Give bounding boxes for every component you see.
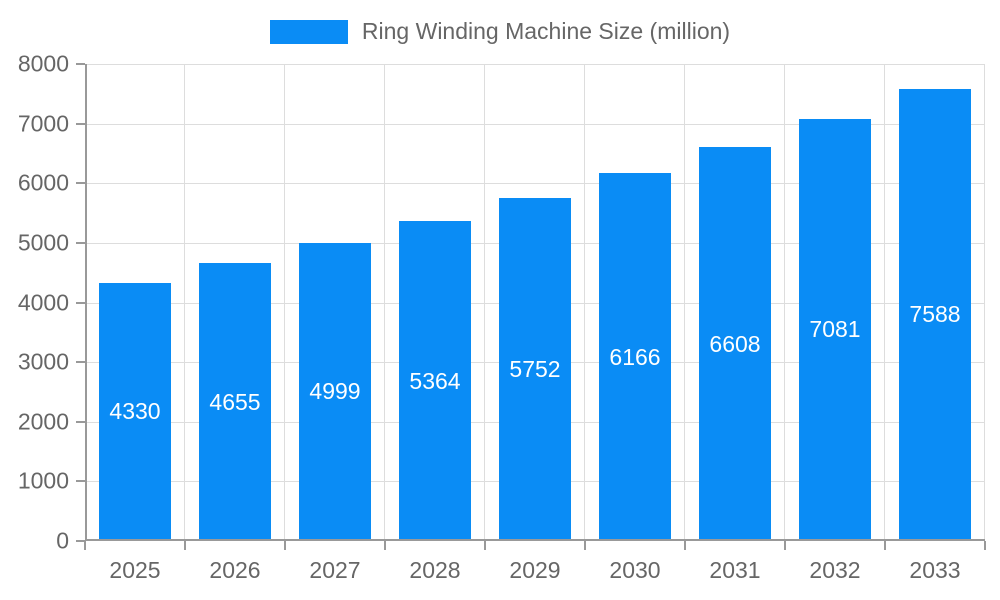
x-axis-label: 2030 xyxy=(609,557,661,583)
bar[interactable]: 4999 xyxy=(299,242,371,541)
bar-value-label: 5752 xyxy=(509,356,561,383)
bar[interactable]: 6608 xyxy=(699,147,771,541)
x-axis-label: 2029 xyxy=(509,557,561,583)
y-axis-tick xyxy=(76,361,85,364)
x-axis-tick xyxy=(784,541,786,550)
bar[interactable]: 4330 xyxy=(99,282,171,541)
bar-value-label: 4330 xyxy=(109,398,161,425)
y-axis-tick xyxy=(76,480,85,483)
bar[interactable]: 7588 xyxy=(899,88,971,541)
y-axis-tick xyxy=(76,182,85,185)
y-axis-tick xyxy=(76,63,85,65)
y-axis-label: 4000 xyxy=(17,289,69,315)
y-axis-line xyxy=(85,64,87,541)
bar-value-label: 4999 xyxy=(309,378,361,405)
gridline-vertical xyxy=(984,64,985,541)
x-axis-label: 2025 xyxy=(109,557,161,583)
bar-value-label: 6166 xyxy=(609,343,661,370)
x-axis-tick xyxy=(884,541,886,550)
y-axis-label: 8000 xyxy=(17,50,69,77)
bar[interactable]: 5364 xyxy=(399,221,471,541)
x-axis-label: 2031 xyxy=(709,557,761,583)
gridline-vertical xyxy=(284,64,285,541)
x-axis-tick xyxy=(484,541,486,550)
y-axis-tick xyxy=(76,122,85,125)
bar-value-label: 5364 xyxy=(409,367,461,394)
y-axis-label: 5000 xyxy=(17,229,69,256)
gridline-vertical xyxy=(384,64,385,541)
x-axis-tick xyxy=(584,541,586,550)
x-axis-label: 2033 xyxy=(909,557,961,583)
x-axis-tick xyxy=(284,541,286,550)
gridline-horizontal xyxy=(85,183,985,185)
gridline-vertical xyxy=(784,64,785,541)
legend[interactable]: Ring Winding Machine Size (million) xyxy=(0,18,1000,45)
bar[interactable]: 4655 xyxy=(199,263,271,541)
y-axis-label: 2000 xyxy=(17,408,69,435)
bar-value-label: 7588 xyxy=(909,301,961,328)
x-axis-tick xyxy=(384,541,386,550)
legend-swatch xyxy=(269,19,348,44)
y-axis-tick xyxy=(76,420,85,423)
gridline-vertical xyxy=(684,64,685,541)
y-axis-label: 1000 xyxy=(17,467,69,494)
y-axis-label: 3000 xyxy=(17,348,69,375)
x-axis-label: 2028 xyxy=(409,557,461,583)
y-axis-label: 6000 xyxy=(17,169,69,196)
gridline-horizontal xyxy=(85,123,985,125)
x-axis-label: 2027 xyxy=(309,557,361,583)
bar[interactable]: 5752 xyxy=(499,198,571,541)
gridline-vertical xyxy=(584,64,585,541)
bar-value-label: 7081 xyxy=(809,316,861,343)
y-axis-label: 0 xyxy=(56,527,69,554)
gridline-vertical xyxy=(184,64,185,541)
gridline-vertical xyxy=(884,64,885,541)
x-axis-tick xyxy=(84,541,86,550)
bar-value-label: 6608 xyxy=(709,330,761,357)
x-axis-tick xyxy=(684,541,686,550)
plot-area: 0 1000 2000 3000 4000 5000 6000 7000 8000 4330 465… xyxy=(18,51,986,583)
bar[interactable]: 7081 xyxy=(799,118,871,541)
y-axis-tick xyxy=(76,540,85,542)
bar-value-label: 4655 xyxy=(209,388,261,415)
x-axis-label: 2026 xyxy=(209,557,261,583)
x-axis-label: 2032 xyxy=(809,557,861,583)
bar[interactable]: 6166 xyxy=(599,173,671,541)
y-axis-tick xyxy=(76,241,85,244)
y-axis-tick xyxy=(76,301,85,304)
legend-label: Ring Winding Machine Size (million) xyxy=(361,18,731,44)
x-axis-line xyxy=(85,539,985,541)
x-axis-tick xyxy=(984,541,986,550)
x-axis-tick xyxy=(184,541,186,550)
gridline-horizontal xyxy=(85,64,985,65)
gridline-vertical xyxy=(484,64,485,541)
y-axis-label: 7000 xyxy=(17,110,69,137)
